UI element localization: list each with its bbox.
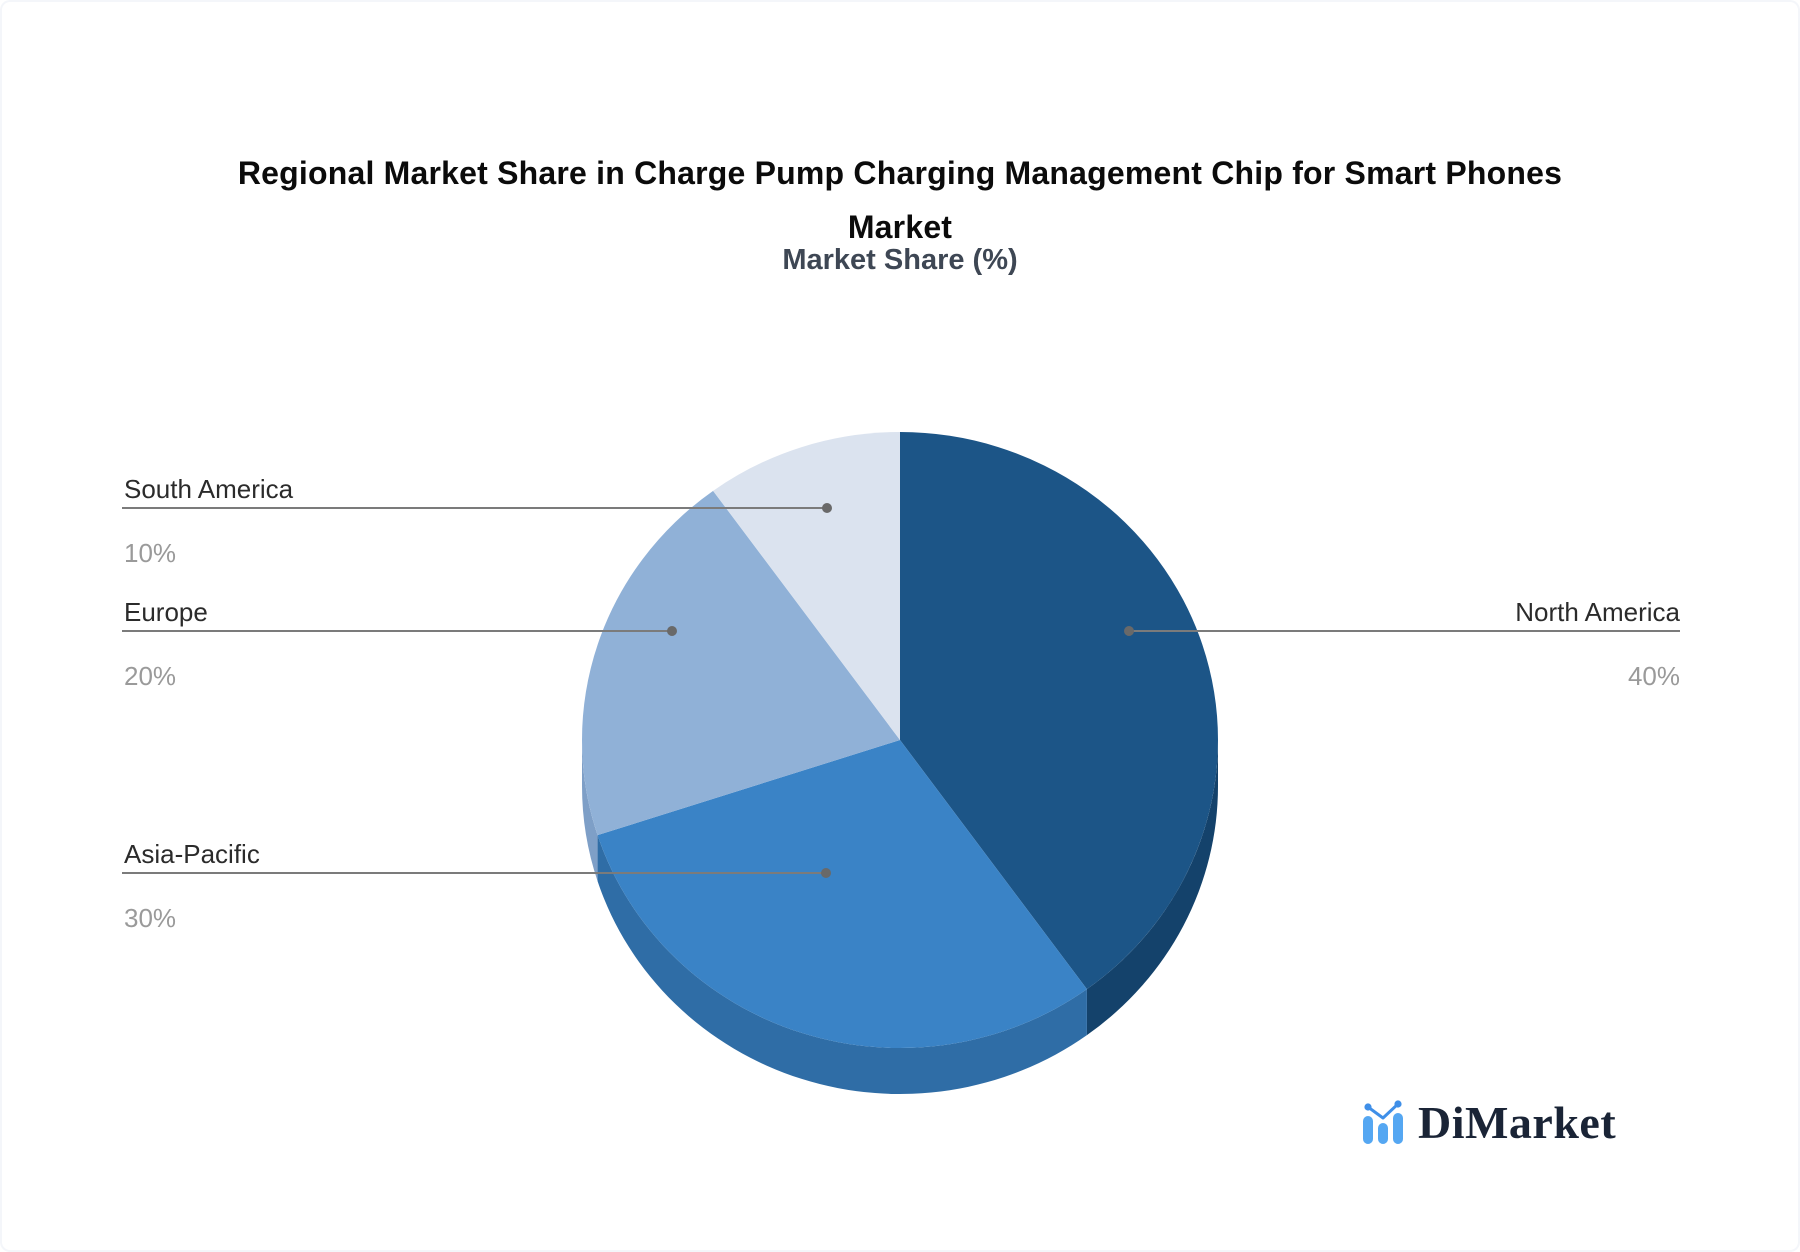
chart-title: Regional Market Share in Charge Pump Cha…	[0, 146, 1800, 254]
label-south-america: South America	[124, 474, 294, 504]
value-south-america: 10%	[124, 538, 177, 568]
label-north-america: North America	[1515, 597, 1680, 627]
value-north-america: 40%	[1627, 661, 1680, 691]
label-europe: Europe	[124, 597, 208, 627]
dimarket-logo-text: DiMarket	[1418, 1097, 1617, 1148]
pie-slice-side-asia-pacific	[597, 835, 1087, 1094]
pie-slice-south-america[interactable]	[713, 432, 900, 740]
leader-dot-south-america	[822, 503, 832, 513]
chart-title-line-2: Market	[847, 209, 953, 245]
pie-slice-asia-pacific[interactable]	[597, 740, 1087, 1048]
label-asia-pacific: Asia-Pacific	[124, 839, 260, 869]
leader-line-north-america	[1129, 630, 1680, 632]
value-europe: 20%	[124, 661, 177, 691]
chart-title-line-1: Regional Market Share in Charge Pump Cha…	[237, 155, 1563, 191]
leader-line-europe	[122, 630, 672, 632]
leader-line-south-america	[122, 507, 827, 509]
pie-slice-north-america[interactable]	[900, 432, 1218, 990]
leader-dot-europe	[667, 626, 677, 636]
pie-slice-side-europe	[582, 740, 598, 882]
chart-subtitle: Market Share (%)	[782, 244, 1018, 276]
leader-dot-north-america	[1124, 626, 1134, 636]
leader-line-asia-pacific	[122, 872, 826, 874]
value-asia-pacific: 30%	[124, 903, 177, 933]
pie-slice-europe[interactable]	[581, 490, 900, 836]
dimarket-bar-chart-icon	[1363, 1099, 1403, 1144]
leader-dot-asia-pacific	[821, 868, 831, 878]
pie-slice-side-north-america	[1086, 740, 1218, 1036]
dimarket-logo: DiMarket	[1360, 1096, 1616, 1149]
